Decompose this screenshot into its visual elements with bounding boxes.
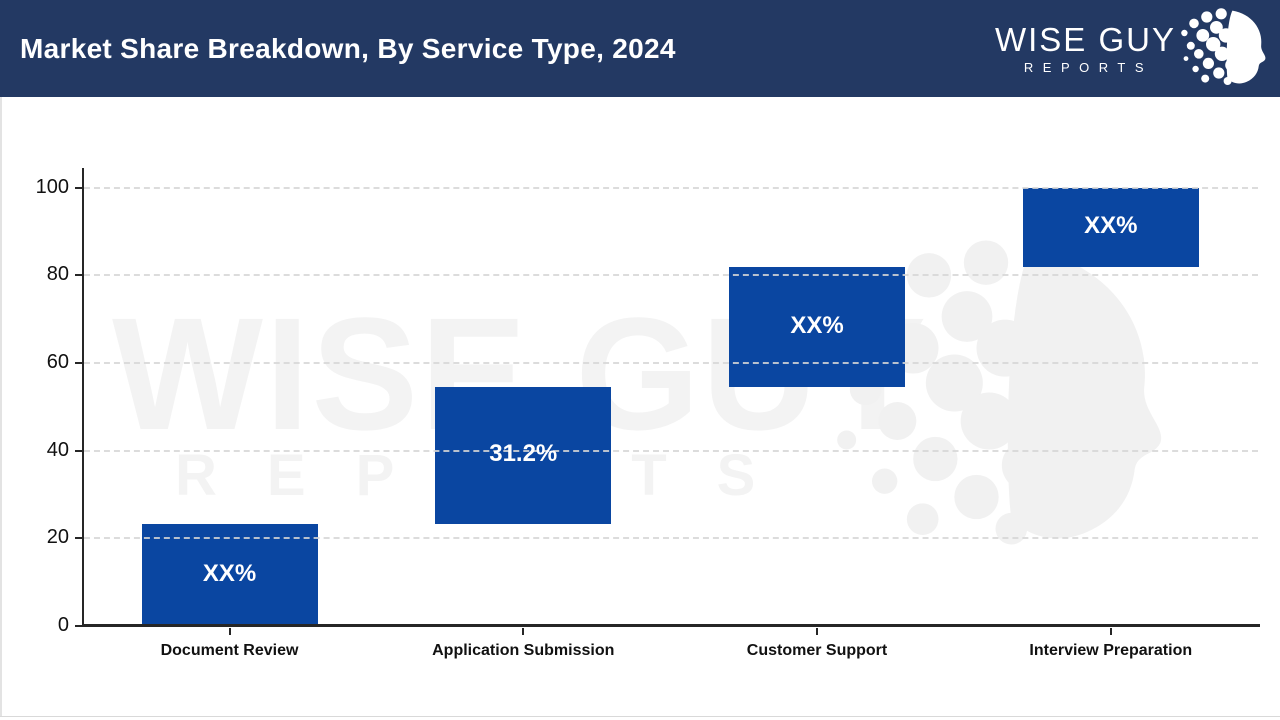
gridline: [84, 361, 1258, 364]
bar-segment: [435, 387, 612, 524]
page-title: Market Share Breakdown, By Service Type,…: [20, 32, 676, 64]
logo-wordmark: WISE GUY: [994, 21, 1176, 58]
bar-value-label: XX%: [790, 312, 844, 340]
logo-subtext: REPORTS: [1023, 60, 1154, 75]
bottom-divider: [0, 716, 1280, 717]
bar-value-label: XX%: [1084, 212, 1138, 240]
bar-segment: [141, 523, 318, 626]
bar-segment: [1022, 187, 1199, 268]
y-tick-mark: [75, 186, 84, 189]
y-tick-label: 60: [46, 350, 69, 373]
y-tick-label: 100: [35, 175, 69, 198]
y-axis-line: [82, 168, 84, 627]
gridline: [84, 449, 1258, 452]
plot-area: WISE GUY REPORTS XX%31.2%XX%XX%020406080…: [0, 97, 1280, 717]
x-category-label: Document Review: [160, 642, 299, 659]
logo-text: WISE GUY REPORTS: [995, 23, 1176, 75]
y-tick-mark: [75, 625, 84, 627]
x-tick-mark: [228, 628, 231, 635]
y-tick-label: 20: [46, 526, 69, 549]
y-tick-mark: [75, 361, 84, 364]
header: Market Share Breakdown, By Service Type,…: [0, 0, 1280, 97]
x-tick-mark: [816, 628, 818, 635]
logo-head-icon: [1181, 8, 1266, 85]
watermark-head-icon: [827, 240, 1162, 545]
x-tick-mark: [522, 628, 525, 635]
bar-value-label: 31.2%: [489, 440, 558, 468]
bar-value-label: XX%: [202, 559, 257, 587]
gridline: [84, 537, 1258, 540]
gridline: [84, 274, 1258, 277]
y-tick-mark: [75, 537, 84, 540]
y-tick-label: 80: [46, 263, 69, 286]
gridline: [84, 186, 1258, 189]
x-category-label: Application Submission: [432, 642, 615, 659]
y-tick-mark: [75, 274, 84, 277]
y-tick-mark: [75, 449, 84, 452]
x-category-label: Customer Support: [746, 642, 888, 659]
bar-segment: [729, 267, 905, 387]
x-axis-line: [84, 624, 1260, 627]
y-tick-label: 0: [57, 614, 69, 636]
wiseguy-logo: WISE GUY REPORTS: [995, 4, 1274, 94]
x-tick-mark: [1109, 628, 1112, 635]
x-category-label: Interview Preparation: [1029, 642, 1193, 659]
y-tick-label: 40: [46, 438, 69, 461]
